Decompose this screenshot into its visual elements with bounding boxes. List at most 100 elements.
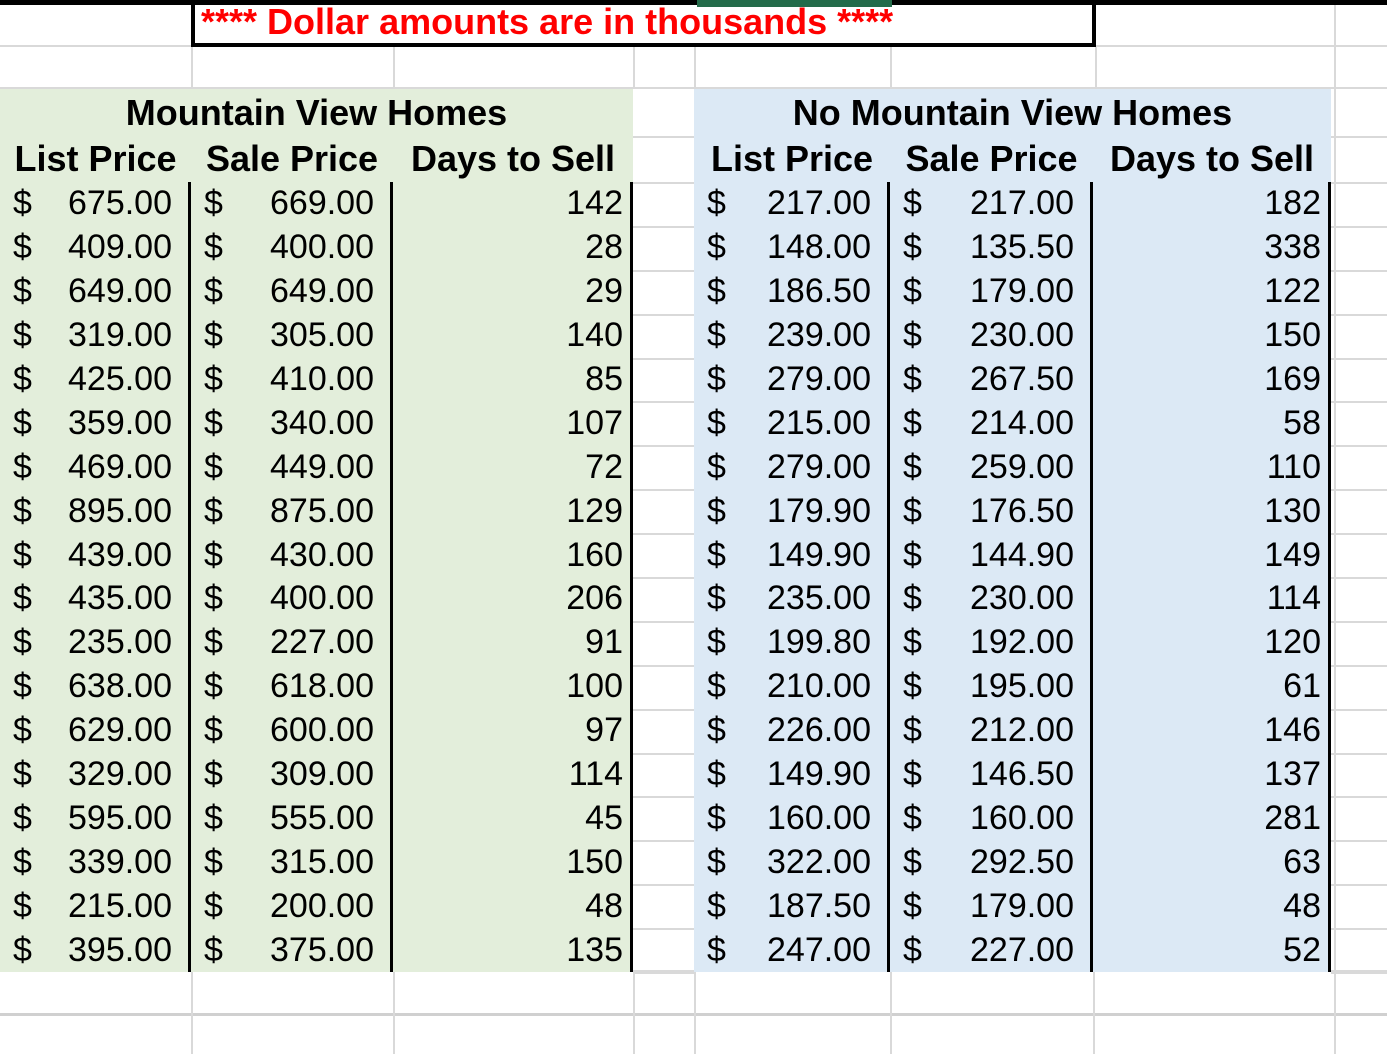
cell-list-price[interactable]: $675.00 bbox=[0, 182, 191, 226]
cell-list-price[interactable]: $199.80 bbox=[694, 620, 890, 665]
cell-list-price[interactable]: $629.00 bbox=[0, 708, 191, 753]
cell-days-to-sell[interactable]: 150 bbox=[1093, 313, 1331, 358]
cell-sale-price[interactable]: $600.00 bbox=[191, 708, 393, 753]
cell-days-to-sell[interactable]: 61 bbox=[1093, 664, 1331, 709]
cell-days-to-sell[interactable]: 45 bbox=[393, 796, 633, 841]
cell-days-to-sell[interactable]: 150 bbox=[393, 840, 633, 885]
cell-list-price[interactable]: $210.00 bbox=[694, 664, 890, 709]
cell-days-to-sell[interactable]: 338 bbox=[1093, 225, 1331, 270]
cell-sale-price[interactable]: $135.50 bbox=[890, 225, 1093, 270]
cell-sale-price[interactable]: $146.50 bbox=[890, 752, 1093, 797]
cell-sale-price[interactable]: $309.00 bbox=[191, 752, 393, 797]
cell-sale-price[interactable]: $179.00 bbox=[890, 269, 1093, 314]
cell-list-price[interactable]: $595.00 bbox=[0, 796, 191, 841]
cell-days-to-sell[interactable]: 52 bbox=[1093, 928, 1331, 973]
cell-sale-price[interactable]: $176.50 bbox=[890, 489, 1093, 534]
cell-days-to-sell[interactable]: 130 bbox=[1093, 489, 1331, 534]
cell-days-to-sell[interactable]: 135 bbox=[393, 928, 633, 973]
cell-days-to-sell[interactable]: 182 bbox=[1093, 182, 1331, 226]
cell-sale-price[interactable]: $305.00 bbox=[191, 313, 393, 358]
cell-days-to-sell[interactable]: 107 bbox=[393, 401, 633, 446]
cell-sale-price[interactable]: $230.00 bbox=[890, 577, 1093, 621]
cell-days-to-sell[interactable]: 146 bbox=[1093, 708, 1331, 753]
cell-sale-price[interactable]: $230.00 bbox=[890, 313, 1093, 358]
cell-list-price[interactable]: $226.00 bbox=[694, 708, 890, 753]
cell-list-price[interactable]: $148.00 bbox=[694, 225, 890, 270]
cell-sale-price[interactable]: $618.00 bbox=[191, 664, 393, 709]
cell-list-price[interactable]: $649.00 bbox=[0, 269, 191, 314]
cell-sale-price[interactable]: $144.90 bbox=[890, 533, 1093, 578]
cell-days-to-sell[interactable]: 29 bbox=[393, 269, 633, 314]
cell-days-to-sell[interactable]: 169 bbox=[1093, 357, 1331, 402]
cell-sale-price[interactable]: $267.50 bbox=[890, 357, 1093, 402]
cell-days-to-sell[interactable]: 137 bbox=[1093, 752, 1331, 797]
cell-days-to-sell[interactable]: 63 bbox=[1093, 840, 1331, 885]
cell-list-price[interactable]: $435.00 bbox=[0, 577, 191, 621]
cell-days-to-sell[interactable]: 129 bbox=[393, 489, 633, 534]
cell-days-to-sell[interactable]: 160 bbox=[393, 533, 633, 578]
cell-list-price[interactable]: $149.90 bbox=[694, 533, 890, 578]
cell-sale-price[interactable]: $555.00 bbox=[191, 796, 393, 841]
header-days-to-sell[interactable]: Days to Sell bbox=[410, 138, 616, 179]
cell-list-price[interactable]: $322.00 bbox=[694, 840, 890, 885]
cell-days-to-sell[interactable]: 100 bbox=[393, 664, 633, 709]
cell-sale-price[interactable]: $179.00 bbox=[890, 884, 1093, 929]
cell-days-to-sell[interactable]: 206 bbox=[393, 577, 633, 621]
cell-sale-price[interactable]: $192.00 bbox=[890, 620, 1093, 665]
cell-days-to-sell[interactable]: 91 bbox=[393, 620, 633, 665]
table-title[interactable]: No Mountain View Homes bbox=[792, 91, 1233, 133]
cell-list-price[interactable]: $247.00 bbox=[694, 928, 890, 973]
banner-note-cell[interactable]: **** Dollar amounts are in thousands ***… bbox=[191, 0, 1096, 47]
cell-sale-price[interactable]: $400.00 bbox=[191, 577, 393, 621]
cell-sale-price[interactable]: $649.00 bbox=[191, 269, 393, 314]
cell-days-to-sell[interactable]: 28 bbox=[393, 225, 633, 270]
cell-sale-price[interactable]: $410.00 bbox=[191, 357, 393, 402]
cell-days-to-sell[interactable]: 281 bbox=[1093, 796, 1331, 841]
cell-sale-price[interactable]: $315.00 bbox=[191, 840, 393, 885]
cell-list-price[interactable]: $279.00 bbox=[694, 445, 890, 490]
cell-days-to-sell[interactable]: 48 bbox=[1093, 884, 1331, 929]
cell-days-to-sell[interactable]: 72 bbox=[393, 445, 633, 490]
header-sale-price[interactable]: Sale Price bbox=[205, 138, 379, 179]
cell-days-to-sell[interactable]: 97 bbox=[393, 708, 633, 753]
cell-sale-price[interactable]: $195.00 bbox=[890, 664, 1093, 709]
cell-sale-price[interactable]: $292.50 bbox=[890, 840, 1093, 885]
cell-list-price[interactable]: $895.00 bbox=[0, 489, 191, 534]
cell-sale-price[interactable]: $227.00 bbox=[191, 620, 393, 665]
cell-days-to-sell[interactable]: 142 bbox=[393, 182, 633, 226]
cell-list-price[interactable]: $279.00 bbox=[694, 357, 890, 402]
cell-list-price[interactable]: $359.00 bbox=[0, 401, 191, 446]
header-sale-price[interactable]: Sale Price bbox=[905, 138, 1078, 179]
cell-sale-price[interactable]: $200.00 bbox=[191, 884, 393, 929]
cell-list-price[interactable]: $425.00 bbox=[0, 357, 191, 402]
cell-days-to-sell[interactable]: 114 bbox=[1093, 577, 1331, 621]
cell-days-to-sell[interactable]: 122 bbox=[1093, 269, 1331, 314]
cell-days-to-sell[interactable]: 58 bbox=[1093, 401, 1331, 446]
cell-list-price[interactable]: $239.00 bbox=[694, 313, 890, 358]
cell-days-to-sell[interactable]: 110 bbox=[1093, 445, 1331, 490]
cell-list-price[interactable]: $329.00 bbox=[0, 752, 191, 797]
cell-sale-price[interactable]: $212.00 bbox=[890, 708, 1093, 753]
cell-list-price[interactable]: $187.50 bbox=[694, 884, 890, 929]
cell-days-to-sell[interactable]: 149 bbox=[1093, 533, 1331, 578]
cell-list-price[interactable]: $439.00 bbox=[0, 533, 191, 578]
cell-sale-price[interactable]: $160.00 bbox=[890, 796, 1093, 841]
cell-sale-price[interactable]: $375.00 bbox=[191, 928, 393, 973]
cell-list-price[interactable]: $409.00 bbox=[0, 225, 191, 270]
header-list-price[interactable]: List Price bbox=[710, 138, 874, 179]
table-title[interactable]: Mountain View Homes bbox=[125, 91, 508, 133]
cell-sale-price[interactable]: $217.00 bbox=[890, 182, 1093, 226]
cell-list-price[interactable]: $186.50 bbox=[694, 269, 890, 314]
cell-list-price[interactable]: $339.00 bbox=[0, 840, 191, 885]
cell-sale-price[interactable]: $400.00 bbox=[191, 225, 393, 270]
cell-list-price[interactable]: $638.00 bbox=[0, 664, 191, 709]
cell-days-to-sell[interactable]: 48 bbox=[393, 884, 633, 929]
cell-sale-price[interactable]: $430.00 bbox=[191, 533, 393, 578]
cell-list-price[interactable]: $149.90 bbox=[694, 752, 890, 797]
cell-sale-price[interactable]: $227.00 bbox=[890, 928, 1093, 973]
cell-list-price[interactable]: $395.00 bbox=[0, 928, 191, 973]
header-list-price[interactable]: List Price bbox=[14, 138, 177, 179]
header-days-to-sell[interactable]: Days to Sell bbox=[1109, 138, 1315, 179]
cell-days-to-sell[interactable]: 114 bbox=[393, 752, 633, 797]
cell-list-price[interactable]: $235.00 bbox=[694, 577, 890, 621]
